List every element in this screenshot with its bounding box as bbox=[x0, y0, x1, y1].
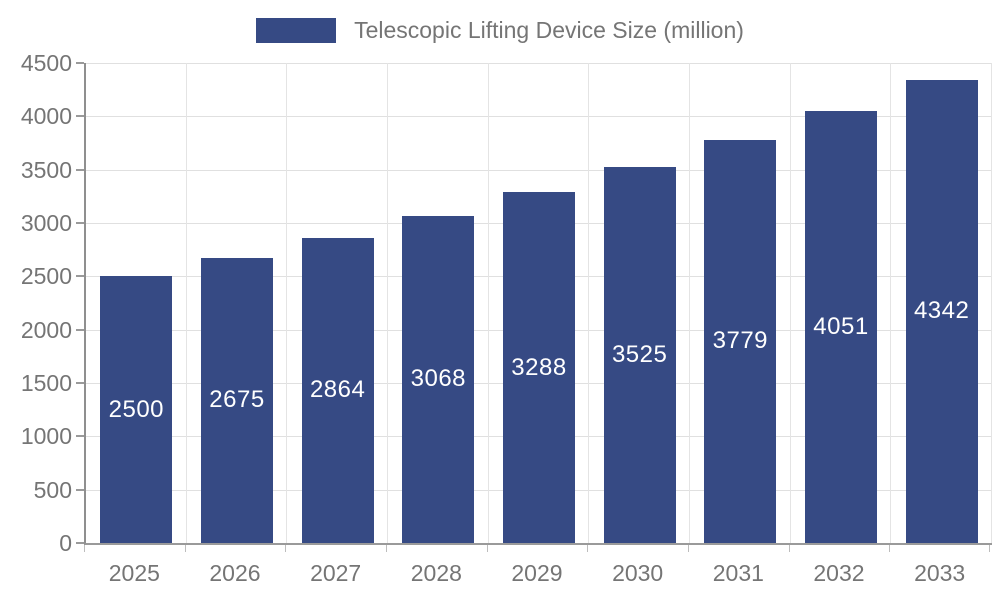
bar[interactable]: 4051 bbox=[805, 110, 877, 543]
x-axis-tick bbox=[989, 545, 990, 552]
bar-value-label: 3068 bbox=[410, 365, 467, 393]
y-tick-label: 4500 bbox=[20, 50, 72, 76]
bar-value-label: 2500 bbox=[108, 395, 165, 423]
y-axis-tick bbox=[76, 488, 84, 491]
bar-value-label: 4051 bbox=[813, 312, 869, 340]
v-gridline bbox=[890, 63, 892, 543]
x-tick-label: 2027 bbox=[310, 560, 362, 586]
y-axis-tick bbox=[76, 275, 84, 278]
v-gridline bbox=[689, 63, 690, 543]
legend-item[interactable]: Telescopic Lifting Device Size (million) bbox=[0, 17, 1000, 44]
y-tick-label: 3000 bbox=[20, 210, 72, 236]
x-axis-tick bbox=[486, 545, 488, 552]
x-tick-label: 2029 bbox=[511, 560, 563, 586]
y-tick-label: 0 bbox=[59, 530, 72, 556]
x-axis-tick bbox=[84, 545, 85, 552]
v-gridline bbox=[487, 63, 489, 543]
x-axis-tick bbox=[386, 545, 387, 552]
y-tick-label: 2500 bbox=[20, 263, 72, 290]
bar-value-label: 2675 bbox=[209, 386, 265, 414]
y-axis-tick bbox=[76, 115, 84, 118]
bar-value-label: 2864 bbox=[309, 376, 366, 404]
y-tick-label: 3500 bbox=[20, 156, 72, 183]
legend-label: Telescopic Lifting Device Size (million) bbox=[354, 17, 744, 43]
v-gridline bbox=[185, 63, 187, 543]
bar[interactable]: 4342 bbox=[905, 79, 978, 543]
y-axis-tick bbox=[76, 382, 84, 384]
y-axis-tick bbox=[76, 222, 84, 224]
bar[interactable]: 2675 bbox=[201, 257, 273, 543]
y-axis-tick bbox=[76, 435, 84, 438]
bar-value-label: 3288 bbox=[511, 353, 567, 381]
y-axis-tick bbox=[76, 328, 84, 331]
y-tick-label: 1500 bbox=[20, 370, 72, 396]
plot-area: 2500 2675 2864 3068 3288 3525 3779 4051 4342 bbox=[84, 63, 992, 545]
bar[interactable]: 3068 bbox=[402, 215, 475, 543]
x-axis-tick bbox=[587, 545, 589, 552]
v-gridline bbox=[991, 63, 992, 543]
h-gridline bbox=[86, 169, 992, 171]
v-gridline bbox=[789, 63, 791, 543]
x-axis-tick bbox=[688, 545, 689, 552]
bar[interactable]: 3779 bbox=[704, 139, 777, 543]
x-axis-tick bbox=[184, 545, 186, 552]
v-gridline bbox=[588, 63, 590, 543]
x-tick-label: 2033 bbox=[914, 560, 966, 586]
bar[interactable]: 2864 bbox=[301, 237, 374, 543]
v-gridline bbox=[387, 63, 388, 543]
x-axis-tick bbox=[285, 545, 287, 552]
y-tick-label: 4000 bbox=[20, 103, 72, 130]
x-tick-label: 2031 bbox=[712, 560, 764, 586]
v-gridline bbox=[286, 63, 288, 543]
y-tick-label: 1000 bbox=[20, 423, 72, 450]
y-axis-tick bbox=[76, 542, 84, 544]
bar[interactable]: 2500 bbox=[100, 276, 173, 543]
y-tick-label: 2000 bbox=[20, 316, 72, 343]
x-tick-label: 2032 bbox=[813, 560, 865, 586]
bar[interactable]: 3288 bbox=[503, 192, 575, 543]
x-tick-label: 2028 bbox=[410, 560, 462, 586]
bar-value-label: 3525 bbox=[611, 341, 668, 368]
x-tick-label: 2026 bbox=[209, 560, 261, 586]
bar-value-label: 4342 bbox=[913, 297, 970, 325]
legend-swatch bbox=[256, 18, 337, 43]
x-tick-label: 2030 bbox=[612, 560, 664, 586]
h-gridline bbox=[86, 116, 992, 118]
bar[interactable]: 3525 bbox=[603, 167, 676, 543]
y-axis-tick bbox=[76, 62, 84, 64]
x-axis-tick bbox=[889, 545, 891, 552]
h-gridline bbox=[86, 63, 992, 64]
y-tick-label: 500 bbox=[33, 476, 72, 503]
x-axis-tick bbox=[788, 545, 790, 552]
bar-value-label: 3779 bbox=[712, 327, 769, 355]
y-axis-tick bbox=[76, 168, 84, 171]
x-tick-label: 2025 bbox=[108, 560, 160, 586]
